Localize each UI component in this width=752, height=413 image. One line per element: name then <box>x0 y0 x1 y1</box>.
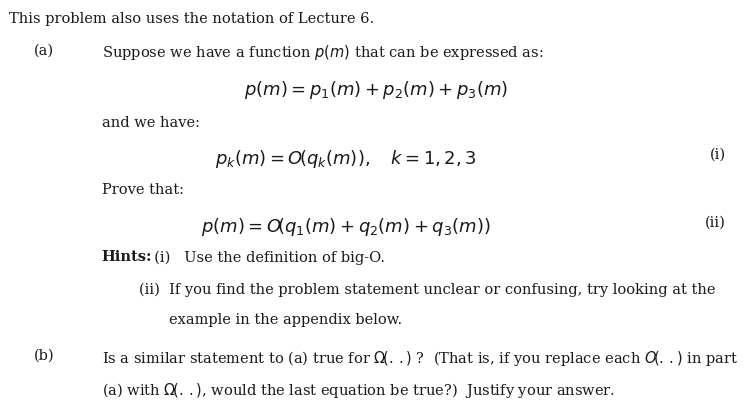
Text: (a) with $\Omega\!\left(.\,.\right)$, would the last equation be true?)  Justify: (a) with $\Omega\!\left(.\,.\right)$, wo… <box>102 380 614 399</box>
Text: Is a similar statement to (a) true for $\Omega\!\left(.\,.\right)$ ?  (That is, : Is a similar statement to (a) true for $… <box>102 348 738 367</box>
Text: $p_k(m)=O\!\left(q_k(m)\right),\quad k=1,2,3$: $p_k(m)=O\!\left(q_k(m)\right),\quad k=1… <box>215 147 477 169</box>
Text: (ii): (ii) <box>705 216 726 230</box>
Text: Hints:: Hints: <box>102 250 152 264</box>
Text: (i)   Use the definition of big-O.: (i) Use the definition of big-O. <box>145 250 385 264</box>
Text: (i): (i) <box>710 147 726 161</box>
Text: (b): (b) <box>34 348 54 362</box>
Text: Suppose we have a function $p(m)$ that can be expressed as:: Suppose we have a function $p(m)$ that c… <box>102 43 543 62</box>
Text: $p(m)=p_1(m)+p_2(m)+p_3(m)$: $p(m)=p_1(m)+p_2(m)+p_3(m)$ <box>244 78 508 100</box>
Text: Prove that:: Prove that: <box>102 183 183 197</box>
Text: and we have:: and we have: <box>102 116 199 130</box>
Text: $p(m)=O\!\left(q_1(m)+q_2(m)+q_3(m)\right)$: $p(m)=O\!\left(q_1(m)+q_2(m)+q_3(m)\righ… <box>201 216 491 237</box>
Text: (ii)  If you find the problem statement unclear or confusing, try looking at the: (ii) If you find the problem statement u… <box>139 282 716 296</box>
Text: This problem also uses the notation of Lecture 6.: This problem also uses the notation of L… <box>9 12 374 26</box>
Text: (a): (a) <box>34 43 54 57</box>
Text: example in the appendix below.: example in the appendix below. <box>169 313 402 327</box>
